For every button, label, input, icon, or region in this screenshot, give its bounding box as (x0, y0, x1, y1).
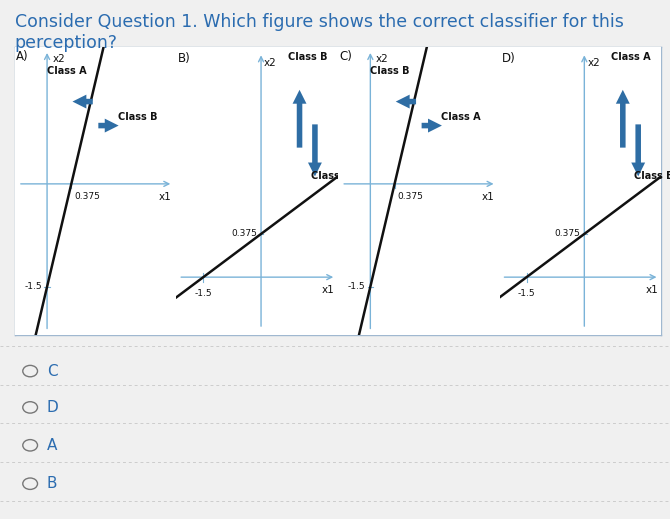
Text: Class A: Class A (47, 66, 86, 76)
Text: -1.5: -1.5 (348, 282, 365, 291)
Text: A: A (47, 438, 57, 453)
Text: Class A: Class A (311, 171, 350, 181)
Text: perception?: perception? (15, 34, 118, 52)
Text: Class B: Class B (118, 112, 157, 122)
Text: x1: x1 (159, 192, 172, 202)
Text: -1.5: -1.5 (194, 289, 212, 298)
Text: x1: x1 (482, 192, 494, 202)
Text: x2: x2 (588, 58, 600, 68)
Text: C): C) (339, 50, 352, 63)
Text: x1: x1 (322, 285, 335, 295)
Text: Class A: Class A (442, 112, 481, 122)
Text: B): B) (178, 52, 191, 65)
Text: 0.375: 0.375 (398, 192, 423, 201)
Text: D): D) (502, 52, 515, 65)
Text: x2: x2 (264, 58, 277, 68)
Text: -1.5: -1.5 (24, 282, 42, 291)
Text: A): A) (16, 50, 29, 63)
Text: Class B: Class B (634, 171, 670, 181)
Text: x2: x2 (375, 53, 388, 63)
Text: Class B: Class B (288, 52, 328, 62)
Text: Consider Question 1. Which figure shows the correct classifier for this: Consider Question 1. Which figure shows … (15, 13, 624, 31)
Text: Class B: Class B (371, 66, 410, 76)
Text: C: C (47, 364, 58, 378)
Text: 0.375: 0.375 (231, 229, 257, 238)
Text: Class A: Class A (611, 52, 651, 62)
Text: -1.5: -1.5 (518, 289, 535, 298)
Text: 0.375: 0.375 (555, 229, 580, 238)
Text: 0.375: 0.375 (74, 192, 100, 201)
Text: x2: x2 (52, 53, 65, 63)
Text: B: B (47, 476, 58, 491)
Text: D: D (47, 400, 59, 415)
Text: x1: x1 (645, 285, 658, 295)
